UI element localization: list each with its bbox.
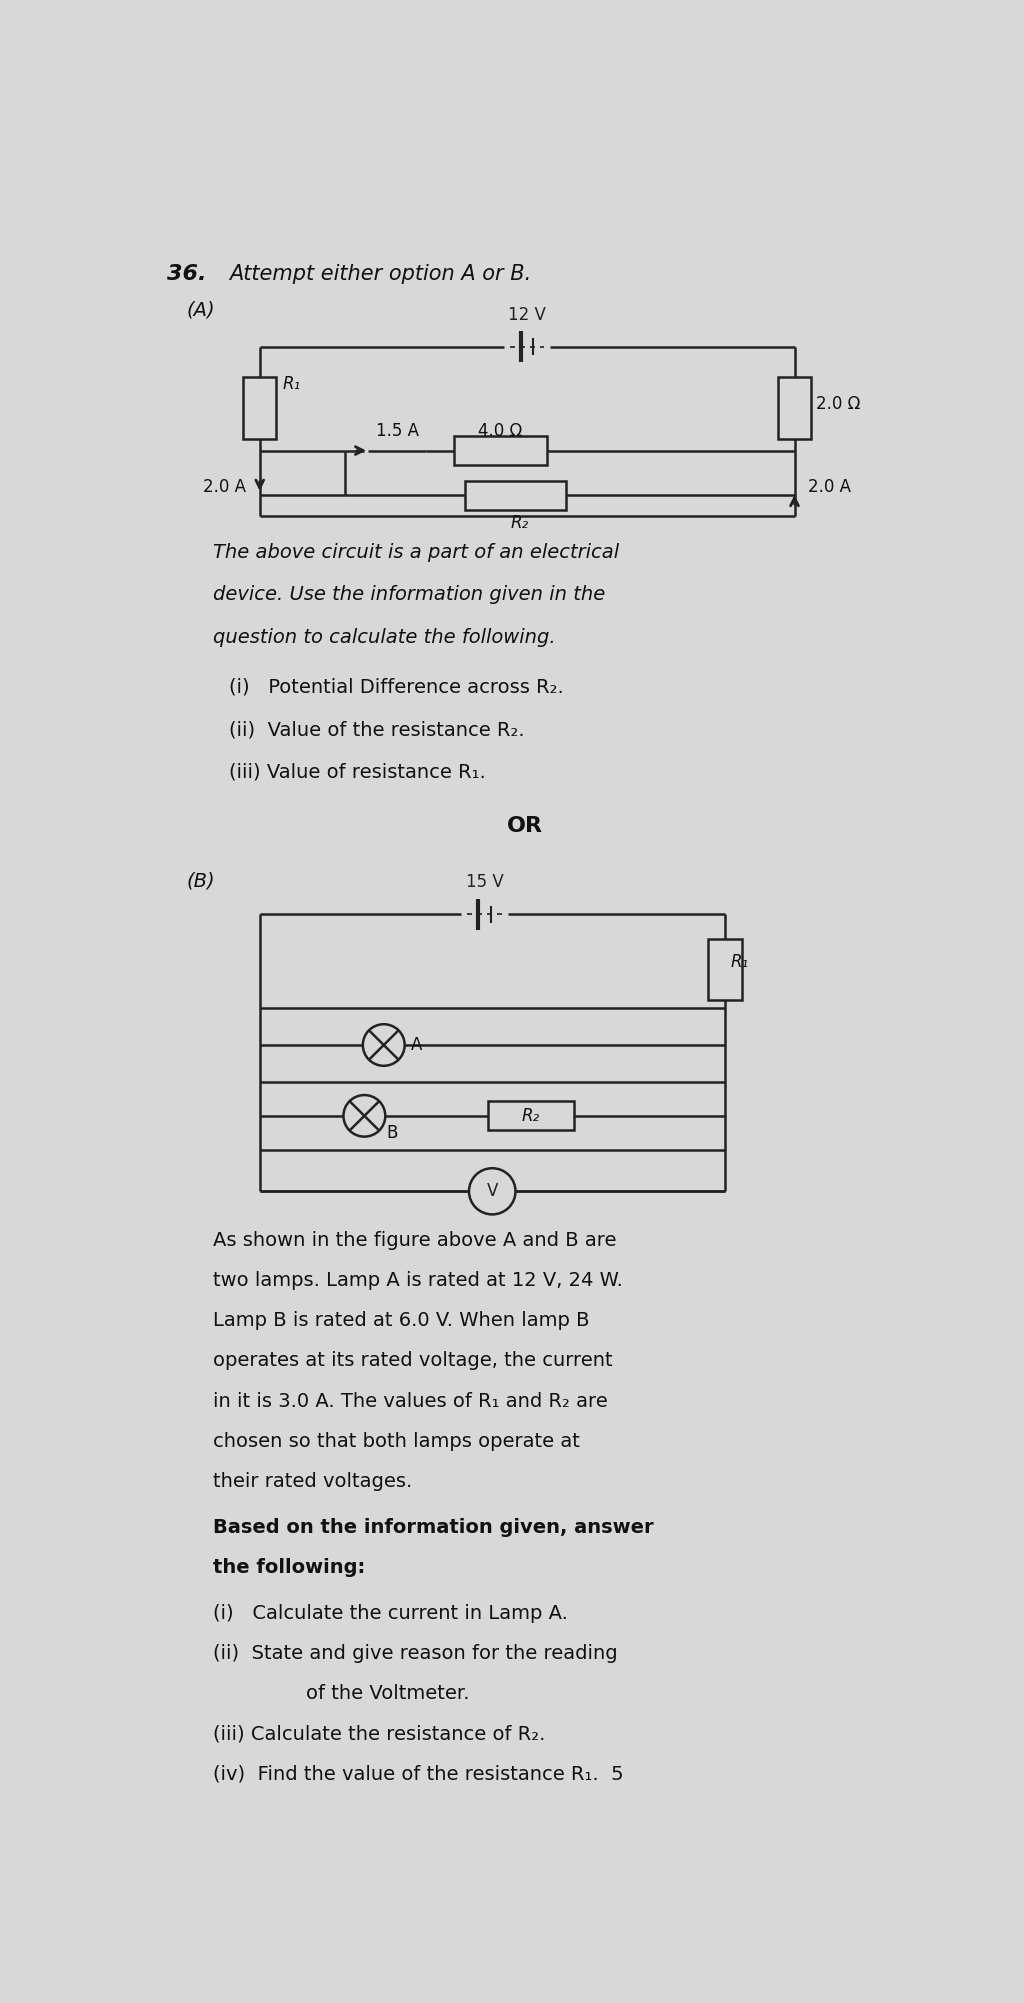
Text: 4.0 Ω: 4.0 Ω [478,423,522,441]
Bar [488,1102,573,1130]
Text: their rated voltages.: their rated voltages. [213,1472,413,1490]
Text: in it is 3.0 A. The values of R₁ and R₂ are: in it is 3.0 A. The values of R₁ and R₂ … [213,1392,608,1410]
Text: (ii)  State and give reason for the reading: (ii) State and give reason for the readi… [213,1644,617,1662]
Text: (A): (A) [186,300,215,318]
Text: R₁: R₁ [283,375,301,393]
Text: two lamps. Lamp A is rated at 12 V, 24 W.: two lamps. Lamp A is rated at 12 V, 24 W… [213,1272,624,1290]
Text: (iii) Calculate the resistance of R₂.: (iii) Calculate the resistance of R₂. [213,1725,546,1743]
Bar [708,939,741,999]
Circle shape [469,1168,515,1214]
Text: B: B [387,1124,398,1142]
Text: question to calculate the following.: question to calculate the following. [213,627,556,647]
Bar [465,481,566,511]
Text: Lamp B is rated at 6.0 V. When lamp B: Lamp B is rated at 6.0 V. When lamp B [213,1312,590,1330]
Text: device. Use the information given in the: device. Use the information given in the [213,585,605,605]
Text: 12 V: 12 V [508,306,546,324]
Circle shape [343,1096,385,1136]
Bar [454,437,547,465]
Text: OR: OR [507,817,543,837]
Text: (i)   Calculate the current in Lamp A.: (i) Calculate the current in Lamp A. [213,1604,568,1622]
Text: operates at its rated voltage, the current: operates at its rated voltage, the curre… [213,1352,613,1370]
Text: Attempt either option A or B.: Attempt either option A or B. [228,264,531,284]
Text: 2.0 Ω: 2.0 Ω [816,395,860,413]
Text: 36.: 36. [167,264,206,284]
Text: 2.0 A: 2.0 A [809,479,851,497]
Text: A: A [411,1036,422,1054]
Text: (i)   Potential Difference across R₂.: (i) Potential Difference across R₂. [228,677,563,697]
Text: V: V [486,1182,498,1200]
Text: As shown in the figure above A and B are: As shown in the figure above A and B are [213,1232,616,1250]
Text: (ii)  Value of the resistance R₂.: (ii) Value of the resistance R₂. [228,719,524,739]
Circle shape [362,1024,404,1066]
Text: chosen so that both lamps operate at: chosen so that both lamps operate at [213,1432,581,1450]
Text: R₂: R₂ [510,515,528,533]
Text: (iii) Value of resistance R₁.: (iii) Value of resistance R₁. [228,763,485,781]
Text: of the Voltmeter.: of the Voltmeter. [256,1685,469,1703]
Text: The above circuit is a part of an electrical: The above circuit is a part of an electr… [213,543,620,563]
Bar [244,377,276,439]
Text: R₂: R₂ [522,1108,540,1126]
Text: 2.0 A: 2.0 A [203,479,246,497]
Text: Based on the information given, answer: Based on the information given, answer [213,1518,654,1536]
Text: (B): (B) [186,871,215,891]
Bar [778,377,811,439]
Text: (iv)  Find the value of the resistance R₁.  5: (iv) Find the value of the resistance R₁… [213,1765,624,1783]
Text: R₁: R₁ [731,953,750,971]
Text: the following:: the following: [213,1558,366,1576]
Text: 15 V: 15 V [466,873,504,891]
Text: 1.5 A: 1.5 A [376,423,419,441]
